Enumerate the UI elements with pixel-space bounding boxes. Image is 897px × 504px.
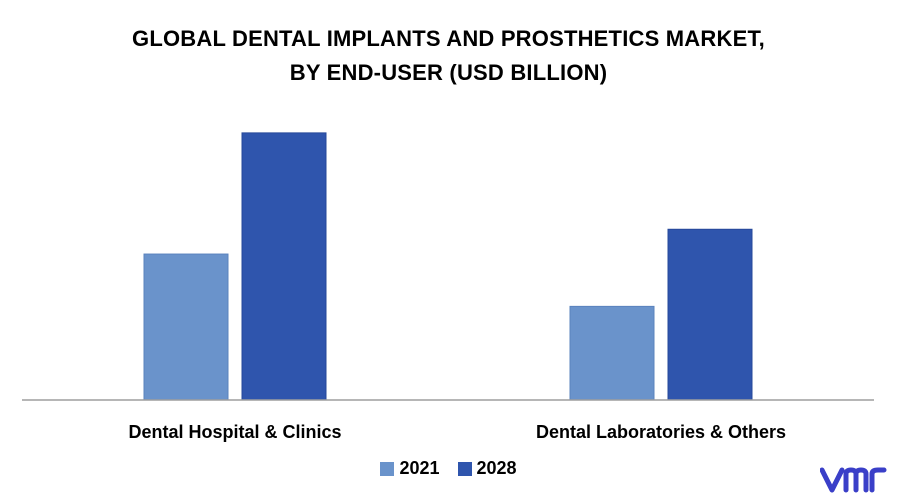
category-label-2: Dental Laboratories & Others [536,422,786,442]
legend-label-2028: 2028 [477,458,517,479]
bar-2028-1 [242,133,326,400]
bar-chart: Dental Hospital & Clinics Dental Laborato… [0,0,897,504]
legend-item-2021: 2021 [380,458,439,479]
legend-swatch-2028 [458,462,472,476]
category-label-1: Dental Hospital & Clinics [128,422,341,442]
legend-swatch-2021 [380,462,394,476]
legend-label-2021: 2021 [399,458,439,479]
bar-2021-2 [570,306,654,400]
bar-2028-2 [668,229,752,400]
bar-2021-1 [144,254,228,400]
legend-item-2028: 2028 [458,458,517,479]
vmr-logo [820,462,890,496]
legend: 2021 2028 [0,458,897,479]
